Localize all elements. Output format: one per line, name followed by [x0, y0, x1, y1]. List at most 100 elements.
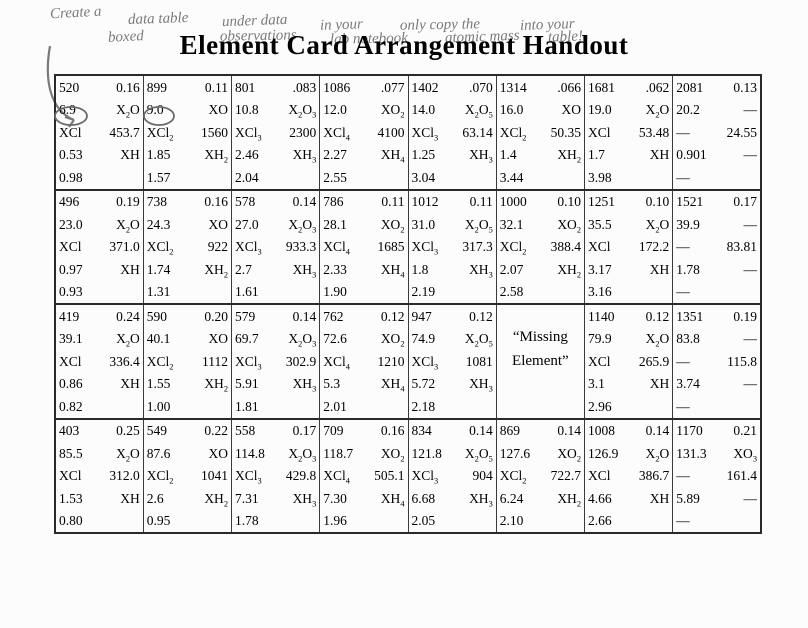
cell-left: 590	[144, 305, 188, 328]
cell-right: 172.2	[627, 236, 673, 259]
cell-right	[450, 281, 496, 304]
cell-right: 50.35	[538, 121, 584, 144]
missing-element-label: “MissingElement”	[497, 305, 584, 393]
cell-right: 83.81	[715, 236, 761, 259]
cell-left: 4.66	[585, 487, 629, 510]
cell-right: 302.9	[273, 350, 319, 373]
cell-left: 85.5	[56, 442, 95, 465]
cell-left: 9.0	[144, 99, 187, 122]
cell-left: 72.6	[320, 328, 363, 351]
cell-right: 0.14	[629, 420, 673, 443]
cell-right: XH2	[538, 144, 584, 167]
cell-left: XCl2	[144, 236, 190, 259]
cell-left: 6.68	[409, 487, 454, 510]
cell-right: —	[715, 373, 760, 396]
cell-left: —	[673, 350, 715, 373]
cell-right	[451, 395, 495, 418]
cell-right	[188, 395, 231, 418]
cell-left: 1521	[673, 191, 714, 214]
cell-left: 5.91	[232, 373, 273, 396]
cell-left: XCl3	[409, 236, 451, 259]
cell-right	[95, 395, 143, 418]
cell-left: 1.7	[585, 144, 627, 167]
element-card: 5580.17114.8X2O3XCl3429.87.31XH31.78	[232, 419, 320, 534]
cell-left: 114.8	[232, 442, 275, 465]
cell-left: XCl	[56, 350, 95, 373]
cell-right: XO	[538, 99, 584, 122]
element-card: “MissingElement”	[496, 304, 584, 419]
cell-left: XCl4	[320, 465, 363, 488]
element-card: 8990.119.0XOXCl215601.85XH21.57	[143, 75, 231, 190]
cell-right: 161.4	[717, 465, 760, 488]
element-card: 4190.2439.1X2OXCl336.40.86XH0.82	[55, 304, 143, 419]
cell-right: XO2	[538, 213, 584, 236]
cell-left: 1086	[320, 76, 364, 99]
cell-right: 0.20	[188, 305, 231, 328]
cell-left: 5.89	[673, 487, 716, 510]
cell-right: XH2	[188, 373, 231, 396]
cell-left: 2.96	[585, 395, 626, 418]
cell-right	[717, 510, 760, 533]
cell-left: 3.98	[585, 166, 627, 189]
cell-right	[538, 281, 584, 304]
cell-left: XCl2	[497, 121, 539, 144]
cell-right: 2300	[275, 121, 319, 144]
cell-left: 87.6	[144, 442, 187, 465]
element-card: 5490.2287.6XOXCl210412.6XH20.95	[143, 419, 231, 534]
cell-right: 317.3	[450, 236, 496, 259]
cell-right: 0.24	[95, 305, 143, 328]
cell-right: 63.14	[450, 121, 496, 144]
cell-right: 312.0	[95, 465, 143, 488]
element-card: 11400.1279.9X2OXCl265.93.1XH2.96	[585, 304, 673, 419]
cell-right: 1041	[187, 465, 231, 488]
cell-right: XH4	[364, 373, 408, 396]
cell-left: 738	[144, 191, 190, 214]
cell-right: XH2	[187, 144, 231, 167]
cell-left: 947	[409, 305, 452, 328]
cell-left: —	[673, 166, 716, 189]
cell-right: 0.16	[364, 420, 408, 443]
cell-right	[187, 510, 231, 533]
cell-right: XH3	[450, 144, 496, 167]
cell-left: XCl	[56, 121, 95, 144]
cell-right: .070	[450, 76, 496, 99]
cell-left: 2.46	[232, 144, 275, 167]
cell-left: 3.74	[673, 373, 715, 396]
cell-right: X2O	[627, 99, 673, 122]
cell-left: 0.93	[56, 281, 95, 304]
element-card: 7860.1128.1XO2XCl416852.33XH41.90	[320, 190, 408, 305]
cell-left: XCl2	[497, 236, 539, 259]
cell-right: X2O3	[275, 442, 319, 465]
cell-left: 558	[232, 420, 275, 443]
cell-right: X2O	[627, 213, 673, 236]
cell-left: XCl	[56, 236, 95, 259]
cell-left: 2.6	[144, 487, 187, 510]
element-card: 13510.1983.8——115.83.74——	[673, 304, 761, 419]
cell-right: XH	[629, 487, 673, 510]
cell-right: —	[715, 213, 761, 236]
cell-left: XCl2	[497, 465, 541, 488]
cell-right	[538, 166, 584, 189]
cell-right: XO2	[364, 328, 408, 351]
cell-left: XCl3	[409, 350, 452, 373]
cell-left: 6.9	[56, 99, 95, 122]
cell-right: 922	[189, 236, 231, 259]
cell-left: 20.2	[673, 99, 716, 122]
cell-right: .083	[275, 76, 319, 99]
cell-right: XH	[627, 144, 673, 167]
cell-right: 336.4	[95, 350, 143, 373]
cell-right: 0.19	[95, 191, 143, 214]
cell-left: XCl3	[232, 465, 275, 488]
cell-left: XCl4	[320, 121, 364, 144]
cell-right: XH3	[275, 144, 319, 167]
cell-left: 5.72	[409, 373, 452, 396]
cell-left: 1.00	[144, 395, 188, 418]
cell-left: 2.04	[232, 166, 275, 189]
cell-right	[715, 281, 761, 304]
element-card: 1314.06616.0XOXCl250.351.4XH23.44	[496, 75, 584, 190]
cell-right: X2O5	[450, 99, 496, 122]
cell-left: 16.0	[497, 99, 539, 122]
cell-left: 3.1	[585, 373, 626, 396]
cell-right	[187, 166, 231, 189]
cell-left: 2.55	[320, 166, 364, 189]
